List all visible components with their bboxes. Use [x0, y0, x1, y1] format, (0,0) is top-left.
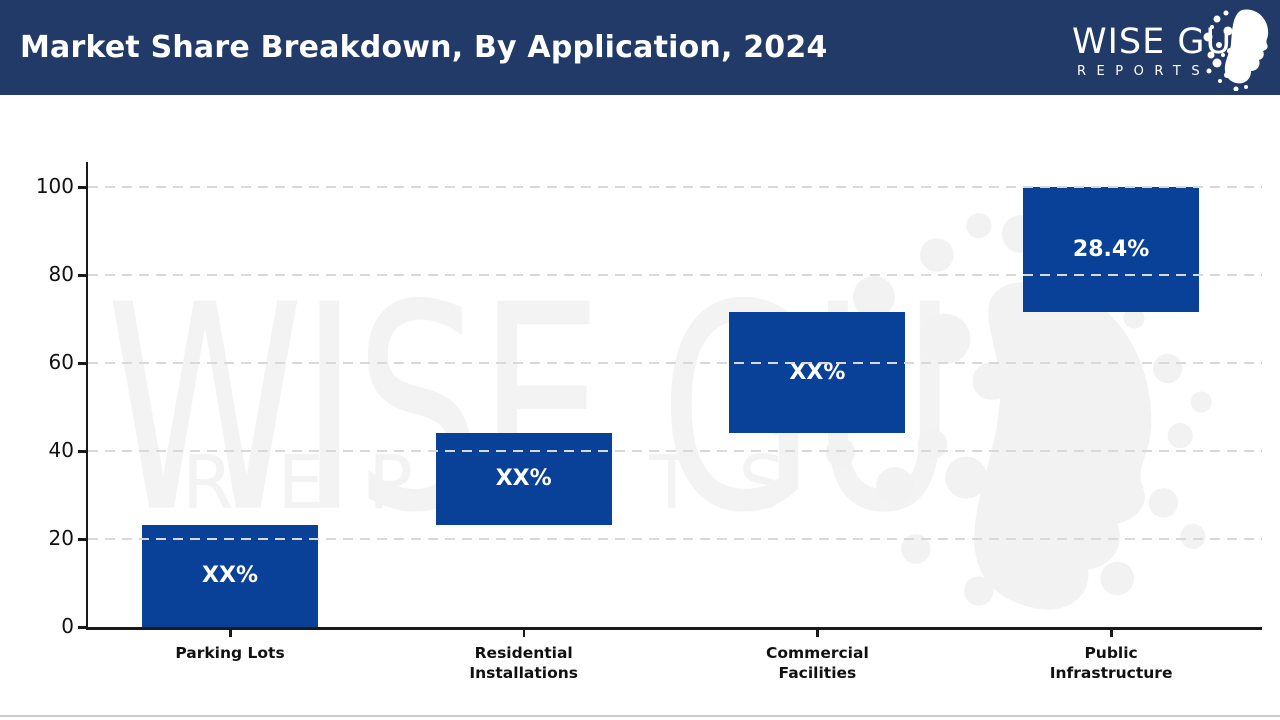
y-axis-tick — [78, 450, 88, 453]
header-bar: Market Share Breakdown, By Application, … — [0, 0, 1280, 95]
chart-bar: XX% — [729, 311, 906, 433]
x-axis-category-label: Public Infrastructure — [1049, 644, 1173, 682]
y-axis-tick — [78, 274, 88, 277]
x-axis-tick — [522, 629, 526, 637]
brand-face-icon — [1203, 9, 1269, 91]
chart-bar: XX% — [435, 432, 612, 525]
y-axis-tick-label: 40 — [48, 438, 74, 462]
y-axis-tick — [78, 362, 88, 365]
brand-logo: WISE GUY REPORTS — [1030, 0, 1270, 95]
x-axis-category-label: Parking Lots — [175, 644, 285, 662]
chart-bar: 28.4% — [1023, 187, 1200, 312]
y-axis-tick-label: 0 — [61, 614, 74, 638]
bar-value-label: XX% — [202, 563, 258, 589]
y-axis-tick — [78, 626, 88, 629]
y-axis-tick-label: 80 — [48, 262, 74, 286]
brand-subtitle-text: REPORTS — [1077, 64, 1211, 79]
y-axis-tick — [78, 538, 88, 541]
y-axis-tick-label: 20 — [48, 526, 74, 550]
y-axis-tick — [78, 186, 88, 189]
y-gridline — [88, 274, 1262, 276]
x-axis-tick — [816, 629, 819, 637]
chart-bar: XX% — [142, 524, 318, 627]
page-title: Market Share Breakdown, By Application, … — [20, 30, 828, 65]
y-gridline — [88, 362, 1262, 364]
y-gridline — [88, 450, 1262, 452]
bar-value-label: XX% — [495, 466, 552, 492]
y-axis-line — [85, 162, 88, 630]
chart-plot-area: XX% XX% XX% 28.4% 0 20 40 60 80 100 Parking Lots Re… — [0, 95, 1280, 720]
x-axis-category-label: Commercial Facilities — [766, 644, 869, 682]
y-gridline — [88, 538, 1262, 540]
y-axis-tick-label: 60 — [48, 350, 74, 374]
x-axis-tick — [229, 629, 232, 637]
x-axis-category-label: Residential Installations — [469, 644, 578, 682]
x-axis-tick — [1110, 629, 1113, 637]
y-axis-tick-label: 100 — [35, 174, 74, 198]
bar-value-label: 28.4% — [1072, 236, 1150, 262]
x-axis-line — [85, 627, 1262, 630]
footer-divider — [0, 715, 1280, 717]
y-gridline — [88, 186, 1262, 188]
